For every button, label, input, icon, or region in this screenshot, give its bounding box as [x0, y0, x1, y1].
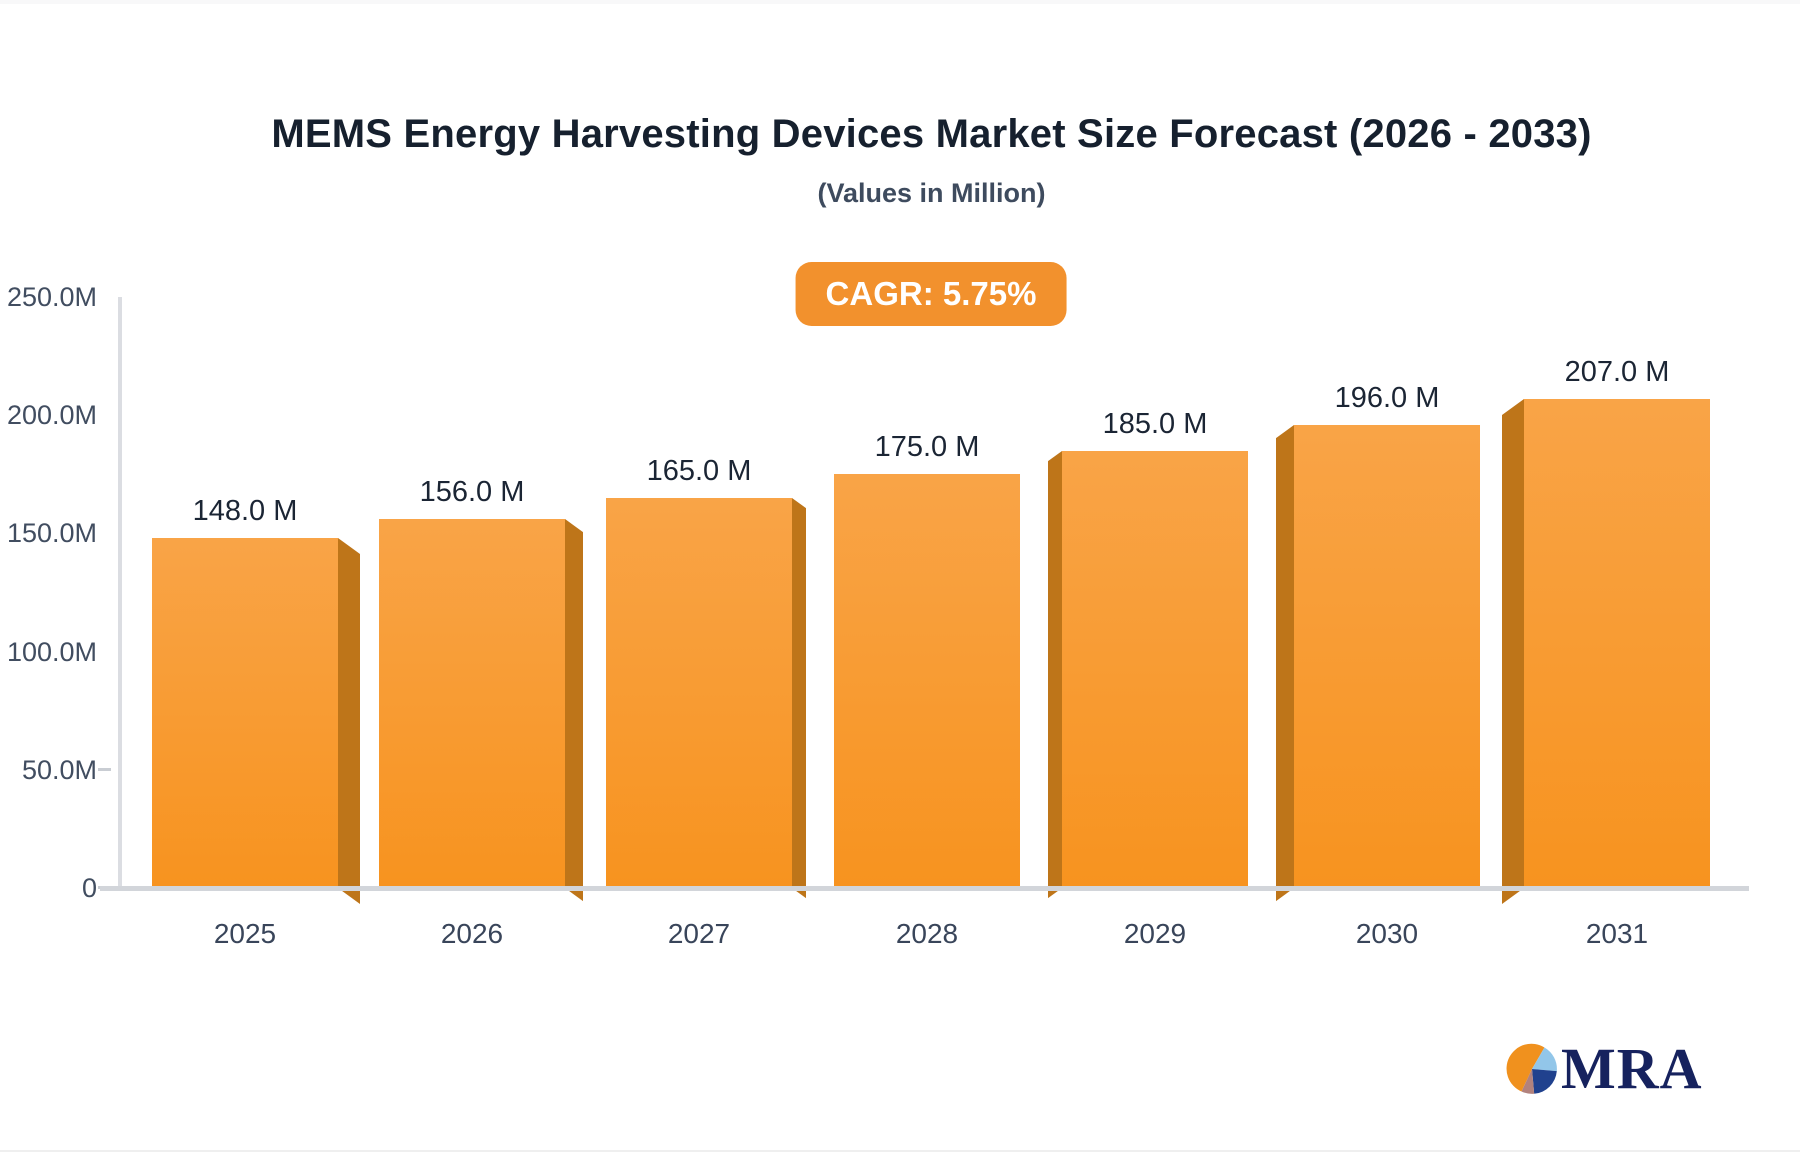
y-axis-label: 50.0M	[21, 755, 97, 785]
bar-value-label: 148.0 M	[192, 495, 298, 527]
bar-side-face	[338, 538, 360, 904]
x-axis-baseline	[100, 886, 1749, 891]
bar-value-label: 165.0 M	[646, 455, 752, 487]
bottom-edge-strip	[0, 1150, 1800, 1152]
x-axis-label: 2029	[1123, 918, 1187, 949]
bar-2029	[1048, 451, 1248, 899]
bar-side-face	[1502, 399, 1524, 904]
bar-2025	[152, 538, 360, 904]
bar-group-2027: 165.0 M 2027	[606, 297, 806, 949]
cagr-badge: CAGR: 5.75%	[795, 262, 1067, 326]
bar-value-label: 207.0 M	[1564, 356, 1670, 388]
y-axis-label: 0	[81, 873, 97, 903]
bar-group-2026: 156.0 M 2026	[379, 297, 583, 949]
y-axis-label: 100.0M	[6, 637, 97, 667]
bar-2027	[606, 498, 806, 899]
bar-2030	[1276, 425, 1480, 902]
logo-pie-icon	[1506, 1043, 1557, 1094]
x-axis-label: 2026	[440, 918, 504, 949]
y-axis-tick	[98, 768, 111, 771]
bar-group-2029: 185.0 M 2029	[1048, 297, 1248, 949]
y-axis-label: 150.0M	[6, 518, 97, 548]
bar-value-label: 196.0 M	[1334, 382, 1440, 414]
logo-text: MRA	[1561, 1036, 1703, 1101]
bar-2031	[1502, 399, 1710, 904]
bar-group-2025: 148.0 M 2025	[152, 297, 360, 949]
y-axis-label: 200.0M	[6, 400, 97, 430]
bar-2026	[379, 519, 583, 902]
bar-side-face	[1048, 451, 1062, 899]
bar-side-face	[1276, 425, 1294, 902]
bar-value-label: 175.0 M	[874, 431, 980, 463]
brand-logo: MRA	[1506, 1040, 1703, 1098]
x-axis-label: 2025	[213, 918, 277, 949]
chart-title: MEMS Energy Harvesting Devices Market Si…	[271, 112, 1592, 156]
bar-group-2030: 196.0 M 2030	[1276, 297, 1480, 949]
x-axis-label: 2030	[1355, 918, 1419, 949]
bar-2028	[834, 474, 1020, 888]
bar-group-2028: 175.0 M 2028	[834, 297, 1020, 949]
y-axis-label: 250.0M	[6, 282, 97, 312]
bar-value-label: 185.0 M	[1102, 408, 1208, 440]
top-edge-strip	[0, 0, 1800, 4]
x-axis-label: 2027	[667, 918, 731, 949]
bar-group-2031: 207.0 M 2031	[1502, 297, 1710, 949]
bar-side-face	[792, 498, 806, 899]
bar-side-face	[565, 519, 583, 902]
plot-area: 148.0 M 2025 156.0 M 2026 165.0 M 2027 1…	[100, 297, 1749, 949]
bar-value-label: 156.0 M	[419, 476, 525, 508]
x-axis-label: 2028	[895, 918, 959, 949]
x-axis-label: 2031	[1585, 918, 1649, 949]
chart-subtitle: (Values in Million)	[817, 178, 1046, 208]
